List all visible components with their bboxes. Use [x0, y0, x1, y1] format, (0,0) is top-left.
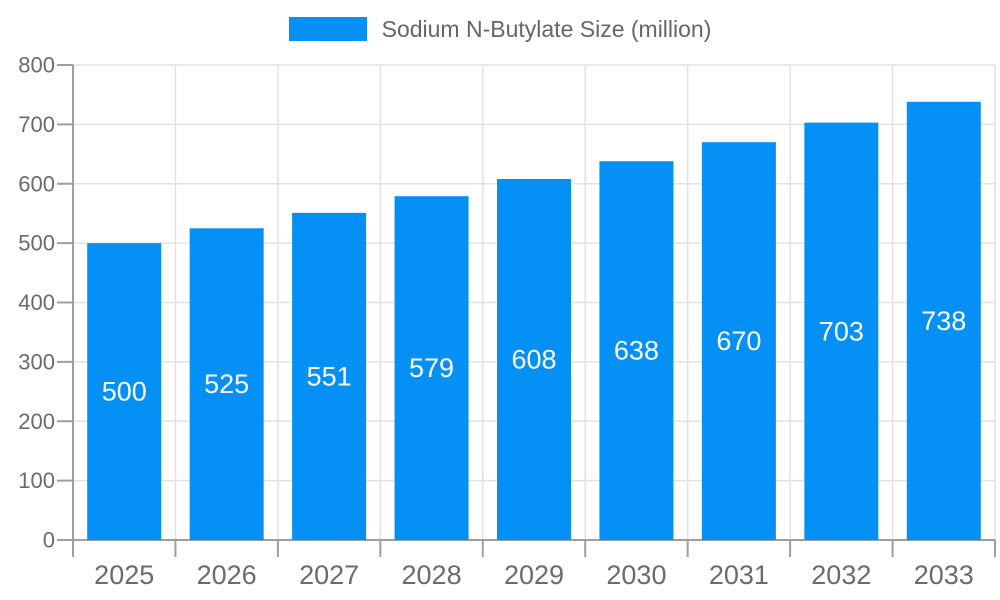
bar-value-label: 738 — [921, 306, 966, 336]
y-axis-label: 800 — [18, 53, 55, 78]
x-axis-label: 2033 — [914, 560, 974, 590]
y-axis-label: 100 — [18, 468, 55, 493]
bar-value-label: 579 — [409, 353, 454, 383]
bar — [906, 101, 981, 540]
bar-value-label: 500 — [102, 377, 147, 407]
y-axis-label: 600 — [18, 171, 55, 196]
bar-value-label: 638 — [614, 336, 659, 366]
x-axis-label: 2028 — [402, 560, 462, 590]
bar — [87, 243, 162, 540]
x-axis-label: 2030 — [606, 560, 666, 590]
bar — [701, 142, 776, 540]
bar — [497, 179, 571, 540]
bar-value-label: 551 — [307, 361, 352, 391]
x-axis-label: 2026 — [197, 560, 257, 590]
x-axis-label: 2025 — [94, 560, 154, 590]
bar — [599, 161, 674, 540]
legend-label: Sodium N-Butylate Size (million) — [381, 15, 712, 42]
bar — [292, 212, 367, 540]
bar-value-label: 525 — [204, 369, 249, 399]
bar-value-label: 703 — [819, 316, 864, 346]
legend-swatch — [288, 17, 367, 41]
chart-legend-item[interactable]: Sodium N-Butylate Size (million) — [0, 17, 1000, 41]
y-axis-label: 0 — [43, 528, 55, 553]
x-axis-label: 2027 — [299, 560, 359, 590]
bar-value-label: 670 — [716, 326, 761, 356]
x-axis-label: 2031 — [709, 560, 769, 590]
bar-value-label: 608 — [511, 345, 556, 375]
bar — [189, 228, 264, 540]
y-axis-label: 500 — [18, 231, 55, 256]
bar — [804, 122, 879, 540]
x-axis-label: 2032 — [811, 560, 871, 590]
x-axis-label: 2029 — [504, 560, 564, 590]
y-axis-label: 200 — [18, 409, 55, 434]
y-axis-label: 700 — [18, 112, 55, 137]
y-axis-label: 300 — [18, 349, 55, 374]
bar — [394, 196, 469, 540]
y-axis-label: 400 — [18, 290, 55, 315]
